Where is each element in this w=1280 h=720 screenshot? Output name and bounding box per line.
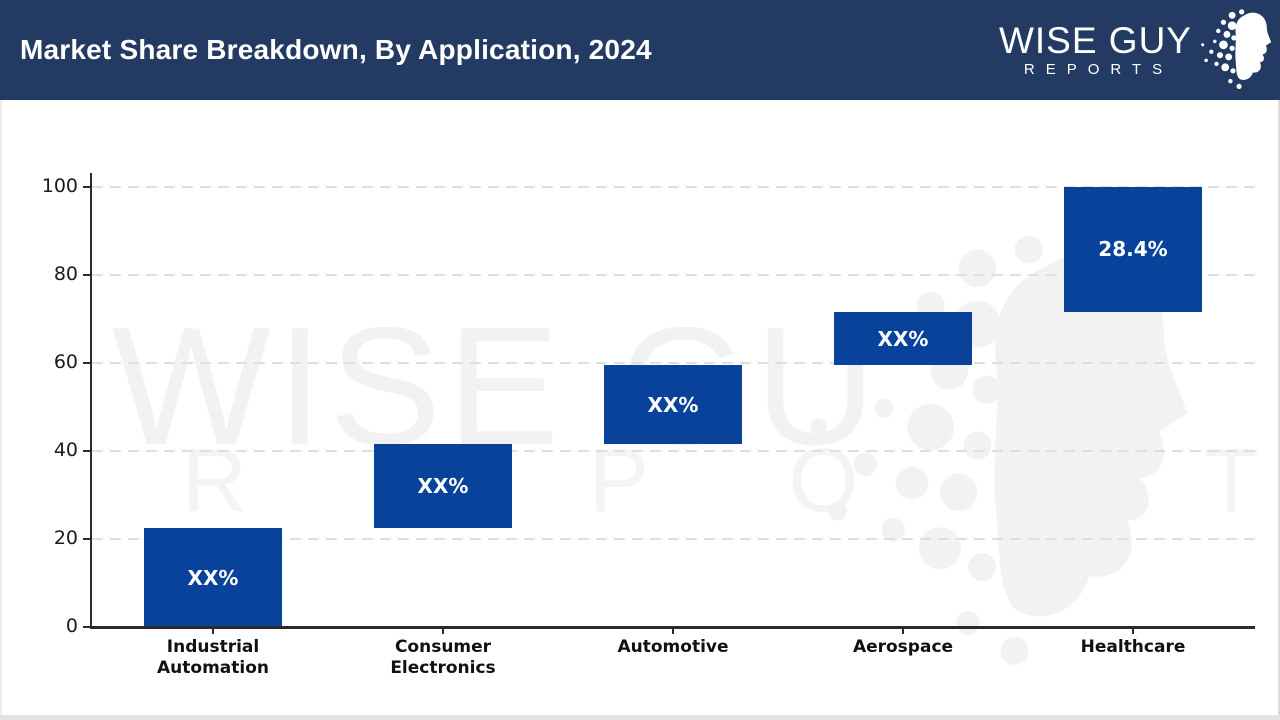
bar: XX% — [834, 311, 972, 366]
bar-value-label: 28.4% — [1098, 237, 1168, 262]
bar-value-label: XX% — [877, 326, 929, 351]
bar-value-label: XX% — [647, 392, 699, 417]
y-tick-label: 20 — [53, 527, 78, 549]
x-category-label: Aerospace — [852, 637, 954, 657]
y-tick-mark — [83, 186, 90, 188]
gridline — [92, 274, 1255, 276]
face-profile-icon — [1201, 9, 1272, 89]
x-category-label: Consumer Electronics — [390, 637, 496, 678]
bottom-border-strip — [0, 715, 1280, 720]
bar-value-label: XX% — [417, 473, 469, 498]
bar: XX% — [374, 443, 512, 528]
y-tick-label: 40 — [53, 439, 78, 461]
gridline — [92, 450, 1255, 452]
x-tick-mark — [902, 628, 904, 634]
y-tick-label: 80 — [53, 263, 78, 285]
y-tick-mark — [83, 538, 90, 540]
gridline — [92, 538, 1255, 540]
y-axis-line — [90, 173, 92, 629]
brand-logo-text: WISE GUY REPORTS — [998, 20, 1192, 79]
y-tick-label: 60 — [53, 351, 78, 373]
bar-value-label: XX% — [187, 565, 239, 590]
y-tick-label: 100 — [41, 175, 78, 197]
y-tick-mark — [83, 626, 90, 628]
x-tick-mark — [442, 628, 444, 634]
header-banner: Market Share Breakdown, By Application, … — [0, 0, 1280, 100]
y-tick-mark — [83, 274, 90, 276]
brand-name: WISE GUY — [998, 20, 1192, 61]
page-title: Market Share Breakdown, By Application, … — [20, 34, 652, 65]
x-category-label: Automotive — [617, 637, 729, 657]
x-axis-line — [90, 626, 1255, 629]
y-tick-mark — [83, 450, 90, 452]
bar: XX% — [144, 528, 282, 627]
x-tick-mark — [672, 628, 674, 634]
x-category-label: Healthcare — [1080, 637, 1186, 657]
x-tick-mark — [1132, 628, 1134, 634]
x-tick-mark — [212, 628, 214, 634]
brand-logo: WISE GUY REPORTS — [999, 6, 1272, 94]
brand-subtitle: REPORTS — [1023, 61, 1174, 78]
bar: XX% — [604, 365, 742, 444]
y-tick-mark — [83, 362, 90, 364]
gridline — [92, 186, 1255, 188]
x-category-label: Industrial Automation — [157, 637, 269, 678]
bar: 28.4% — [1064, 187, 1202, 312]
gridline — [92, 362, 1255, 364]
y-tick-label: 0 — [65, 615, 78, 637]
